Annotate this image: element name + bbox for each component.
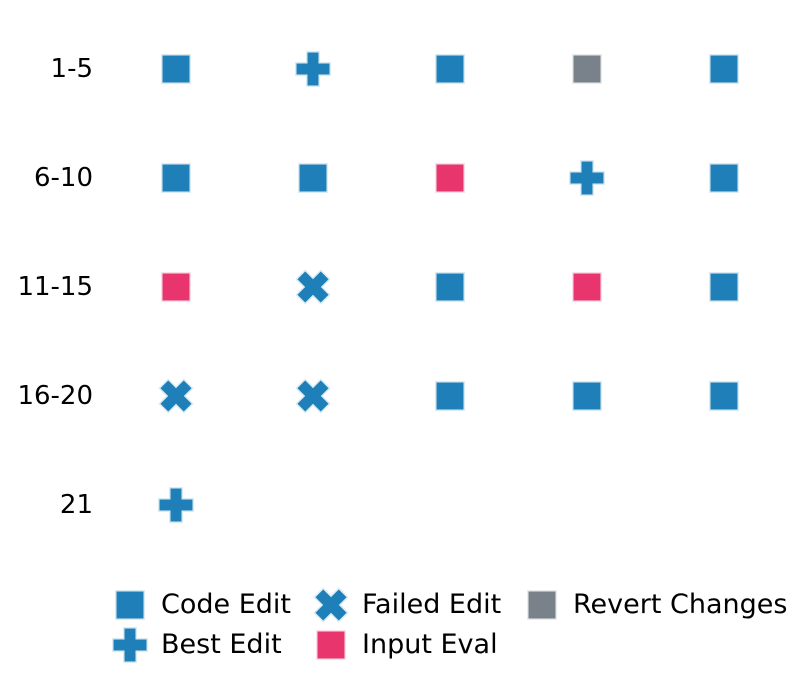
input-eval-legend-square-icon (312, 626, 350, 664)
revert-changes-legend-square-icon (523, 586, 561, 624)
code-edit-marker (568, 377, 606, 415)
code-edit-legend-square-icon (111, 586, 149, 624)
failed-edit-marker (294, 377, 332, 415)
row-label-16-20: 16-20 (17, 381, 93, 411)
row-label-11-15: 11-15 (17, 272, 93, 302)
revert-changes-marker (568, 50, 606, 88)
code-edit-marker (705, 377, 743, 415)
code-edit-marker (705, 50, 743, 88)
code-edit-marker (157, 159, 195, 197)
row-label-21: 21 (59, 490, 93, 520)
failed-edit-marker (294, 268, 332, 306)
failed-edit-marker (157, 377, 195, 415)
row-label-6-10: 6-10 (33, 163, 93, 193)
code-edit-marker (431, 377, 469, 415)
code-edit-marker (431, 50, 469, 88)
best-edit-marker (294, 50, 332, 88)
code-edit-marker (294, 159, 332, 197)
code-edit-marker (705, 268, 743, 306)
legend-item-best-edit: Best Edit (111, 626, 282, 664)
legend-item-input-eval: Input Eval (312, 626, 498, 664)
legend-label-revert-changes: Revert Changes (573, 589, 788, 620)
input-eval-marker (157, 268, 195, 306)
legend-item-failed-edit: Failed Edit (312, 586, 501, 624)
code-edit-marker (431, 268, 469, 306)
input-eval-marker (568, 268, 606, 306)
failed-edit-legend-x-icon (312, 586, 350, 624)
code-edit-marker (705, 159, 743, 197)
legend-label-failed-edit: Failed Edit (362, 589, 502, 620)
legend-label-best-edit: Best Edit (161, 629, 282, 660)
code-edit-marker (157, 50, 195, 88)
legend-item-code-edit: Code Edit (111, 586, 291, 624)
input-eval-marker (431, 159, 469, 197)
best-edit-marker (157, 486, 195, 524)
legend-item-revert-changes: Revert Changes (523, 586, 787, 624)
legend-label-input-eval: Input Eval (362, 629, 498, 660)
row-label-1-5: 1-5 (50, 54, 93, 84)
best-edit-marker (568, 159, 606, 197)
best-edit-legend-plus-icon (111, 626, 149, 664)
legend-label-code-edit: Code Edit (161, 589, 291, 620)
